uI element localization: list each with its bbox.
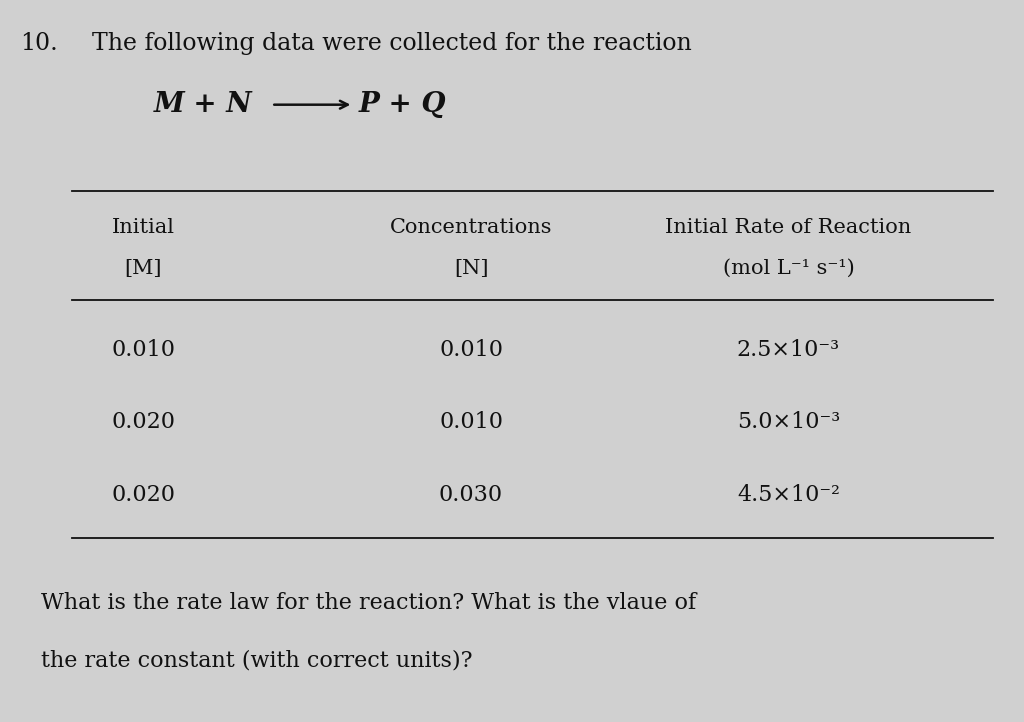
Text: 4.5×10⁻²: 4.5×10⁻² [737, 484, 840, 505]
Text: 10.: 10. [20, 32, 58, 56]
Text: 0.030: 0.030 [439, 484, 503, 505]
Text: 0.020: 0.020 [112, 484, 175, 505]
Text: 0.010: 0.010 [439, 412, 503, 433]
Text: 0.010: 0.010 [112, 339, 175, 361]
Text: Initial Rate of Re​action: Initial Rate of Re​action [666, 218, 911, 237]
Text: the rate constant (with correct units)?: the rate constant (with correct units)? [41, 650, 472, 671]
Text: Initial: Initial [112, 218, 175, 237]
Text: What is the rate law for the reaction? What is the vlaue of: What is the rate law for the reaction? W… [41, 592, 696, 614]
Text: P + Q: P + Q [358, 91, 445, 118]
Text: The following data were collected for the reaction: The following data were collected for th… [92, 32, 692, 56]
Text: 0.010: 0.010 [439, 339, 503, 361]
Text: (mol L⁻¹ s⁻¹): (mol L⁻¹ s⁻¹) [723, 259, 854, 278]
Text: 2.5×10⁻³: 2.5×10⁻³ [737, 339, 840, 361]
Text: 5.0×10⁻³: 5.0×10⁻³ [737, 412, 840, 433]
Text: [M]: [M] [125, 259, 162, 278]
Text: [N]: [N] [454, 259, 488, 278]
Text: Concentrations: Concentrations [390, 218, 552, 237]
Text: 0.020: 0.020 [112, 412, 175, 433]
Text: M + N: M + N [154, 91, 252, 118]
